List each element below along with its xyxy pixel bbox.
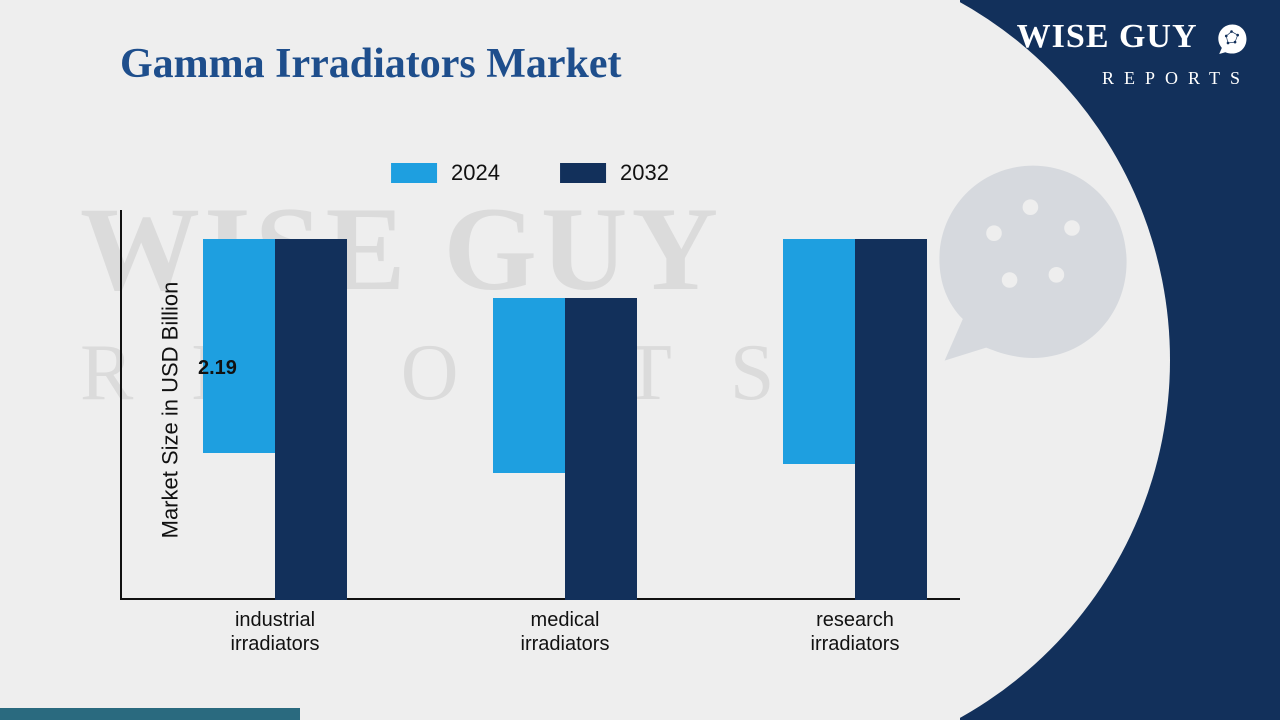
- bar-2032: [275, 239, 347, 600]
- bar-group: [760, 239, 950, 600]
- bar-2024: [783, 239, 855, 463]
- brand-logo: WISE GUY REPORTS: [1017, 20, 1250, 87]
- value-label: 2.19: [198, 357, 237, 380]
- chart-title: Gamma Irradiators Market: [120, 40, 622, 88]
- chart-area: Market Size in USD Billion 2024 2032 ind…: [80, 160, 980, 660]
- category-label: researchirradiators: [760, 608, 950, 656]
- logo-line2: REPORTS: [1017, 69, 1250, 87]
- legend-swatch-2024: [391, 163, 437, 183]
- legend-label-2024: 2024: [451, 160, 500, 186]
- bar-2032: [855, 239, 927, 600]
- bar-group: [470, 298, 660, 600]
- category-label: medicalirradiators: [470, 608, 660, 656]
- bar-2024: [203, 239, 275, 453]
- y-axis: [120, 210, 122, 600]
- canvas: WISE GUY REPORTS Gamma Irradiators Marke…: [0, 0, 1280, 720]
- bar-2024: [493, 298, 565, 474]
- right-panel: [960, 0, 1280, 720]
- footer-accent-bar: [0, 708, 300, 720]
- bar-group: [180, 239, 370, 600]
- legend-item-2024: 2024: [391, 160, 500, 186]
- bar-2032: [565, 298, 637, 600]
- logo-head-icon: [1206, 21, 1250, 65]
- legend-label-2032: 2032: [620, 160, 669, 186]
- legend-swatch-2032: [560, 163, 606, 183]
- legend: 2024 2032: [391, 160, 669, 186]
- category-label: industrialirradiators: [180, 608, 370, 656]
- plot-area: industrialirradiatorsmedicalirradiatorsr…: [120, 210, 960, 600]
- logo-line1: WISE GUY: [1017, 18, 1198, 55]
- legend-item-2032: 2032: [560, 160, 669, 186]
